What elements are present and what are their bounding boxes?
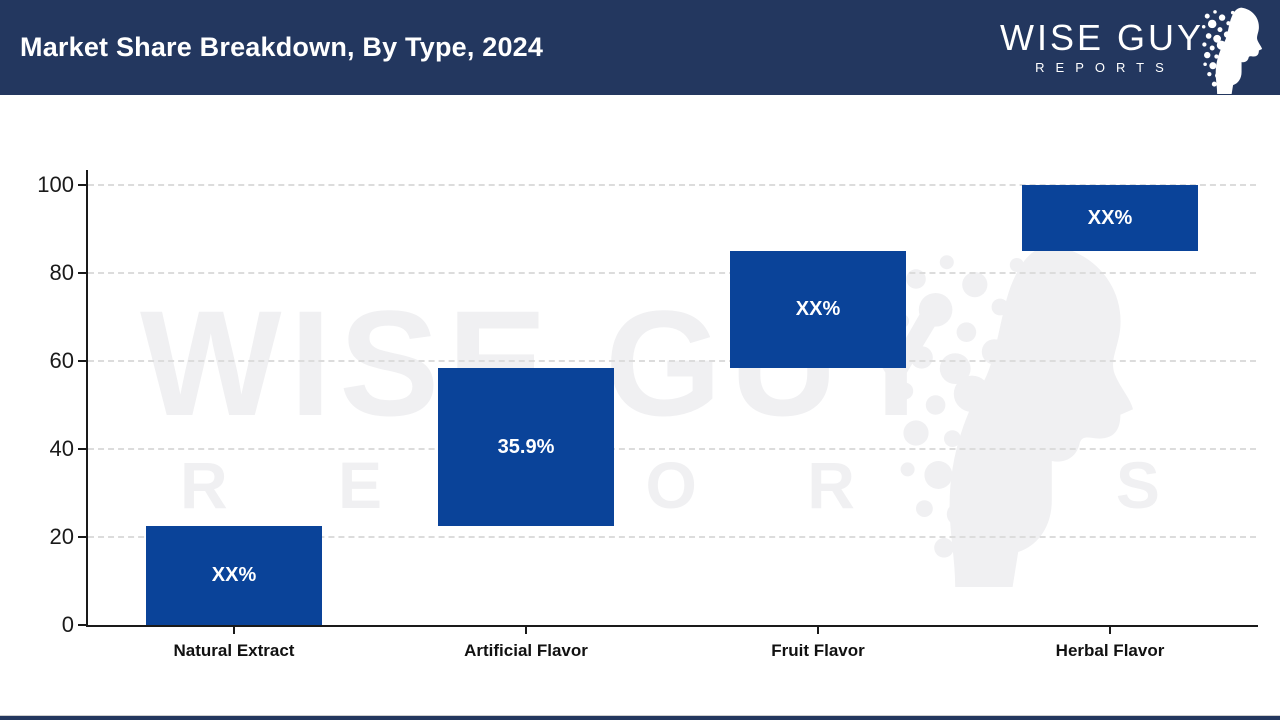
chart-canvas: WISE GUY R E P O R T S 0 20 40 60 80 100 Natur…	[0, 95, 1280, 716]
wise-guy-logo: WISE GUY REPORTS	[1000, 2, 1280, 94]
y-axis-tick-label: 0	[61, 612, 74, 637]
x-axis-tick	[525, 627, 527, 634]
bar-herbal-flavor: XX%	[1022, 185, 1198, 251]
bar-value-label: XX%	[211, 564, 257, 586]
logo-wordmark: WISE GUY	[999, 17, 1204, 58]
bar-value-label: XX%	[795, 298, 841, 321]
x-axis-category-label: Artificial Flavor	[464, 641, 588, 660]
gridline	[88, 360, 1256, 362]
header-bar: Market Share Breakdown, By Type, 2024 WI…	[0, 0, 1280, 95]
bar-artificial-flavor: 35.9%	[438, 368, 614, 526]
bar-value-label: 35.9%	[497, 435, 555, 458]
y-axis-tick-label: 60	[49, 348, 74, 373]
gridline	[88, 184, 1256, 186]
y-axis-tick	[78, 624, 86, 626]
logo-text: WISE GUY REPORTS	[999, 17, 1204, 76]
y-axis-tick-label: 100	[37, 172, 74, 197]
x-axis-tick	[233, 627, 235, 634]
logo-subtitle: REPORTS	[1035, 60, 1175, 75]
gridline	[88, 536, 1256, 538]
bar-value-label: XX%	[1087, 206, 1133, 229]
y-axis-tick-label: 20	[49, 524, 74, 549]
y-axis-tick	[78, 184, 86, 186]
gridline	[88, 272, 1256, 274]
logo-head-icon	[1201, 7, 1263, 94]
gridline	[88, 448, 1256, 450]
bar-natural-extract: XX%	[146, 526, 322, 625]
y-axis-tick	[78, 448, 86, 450]
y-axis-tick-label: 40	[49, 436, 74, 461]
x-axis-category-label: Natural Extract	[173, 641, 295, 660]
x-axis-category-label: Fruit Flavor	[771, 641, 865, 660]
y-axis-line	[86, 170, 88, 627]
y-axis-tick-label: 80	[49, 260, 74, 285]
y-axis-tick	[78, 272, 86, 274]
bar-fruit-flavor: XX%	[730, 251, 906, 369]
x-axis-tick	[1109, 627, 1111, 634]
y-axis-tick	[78, 360, 86, 362]
x-axis-category-label: Herbal Flavor	[1055, 641, 1165, 660]
y-axis-tick	[78, 536, 86, 538]
page-title: Market Share Breakdown, By Type, 2024	[20, 32, 544, 62]
footer-accent-bar	[0, 716, 1280, 720]
x-axis-tick	[817, 627, 819, 634]
x-axis-line	[86, 625, 1258, 627]
